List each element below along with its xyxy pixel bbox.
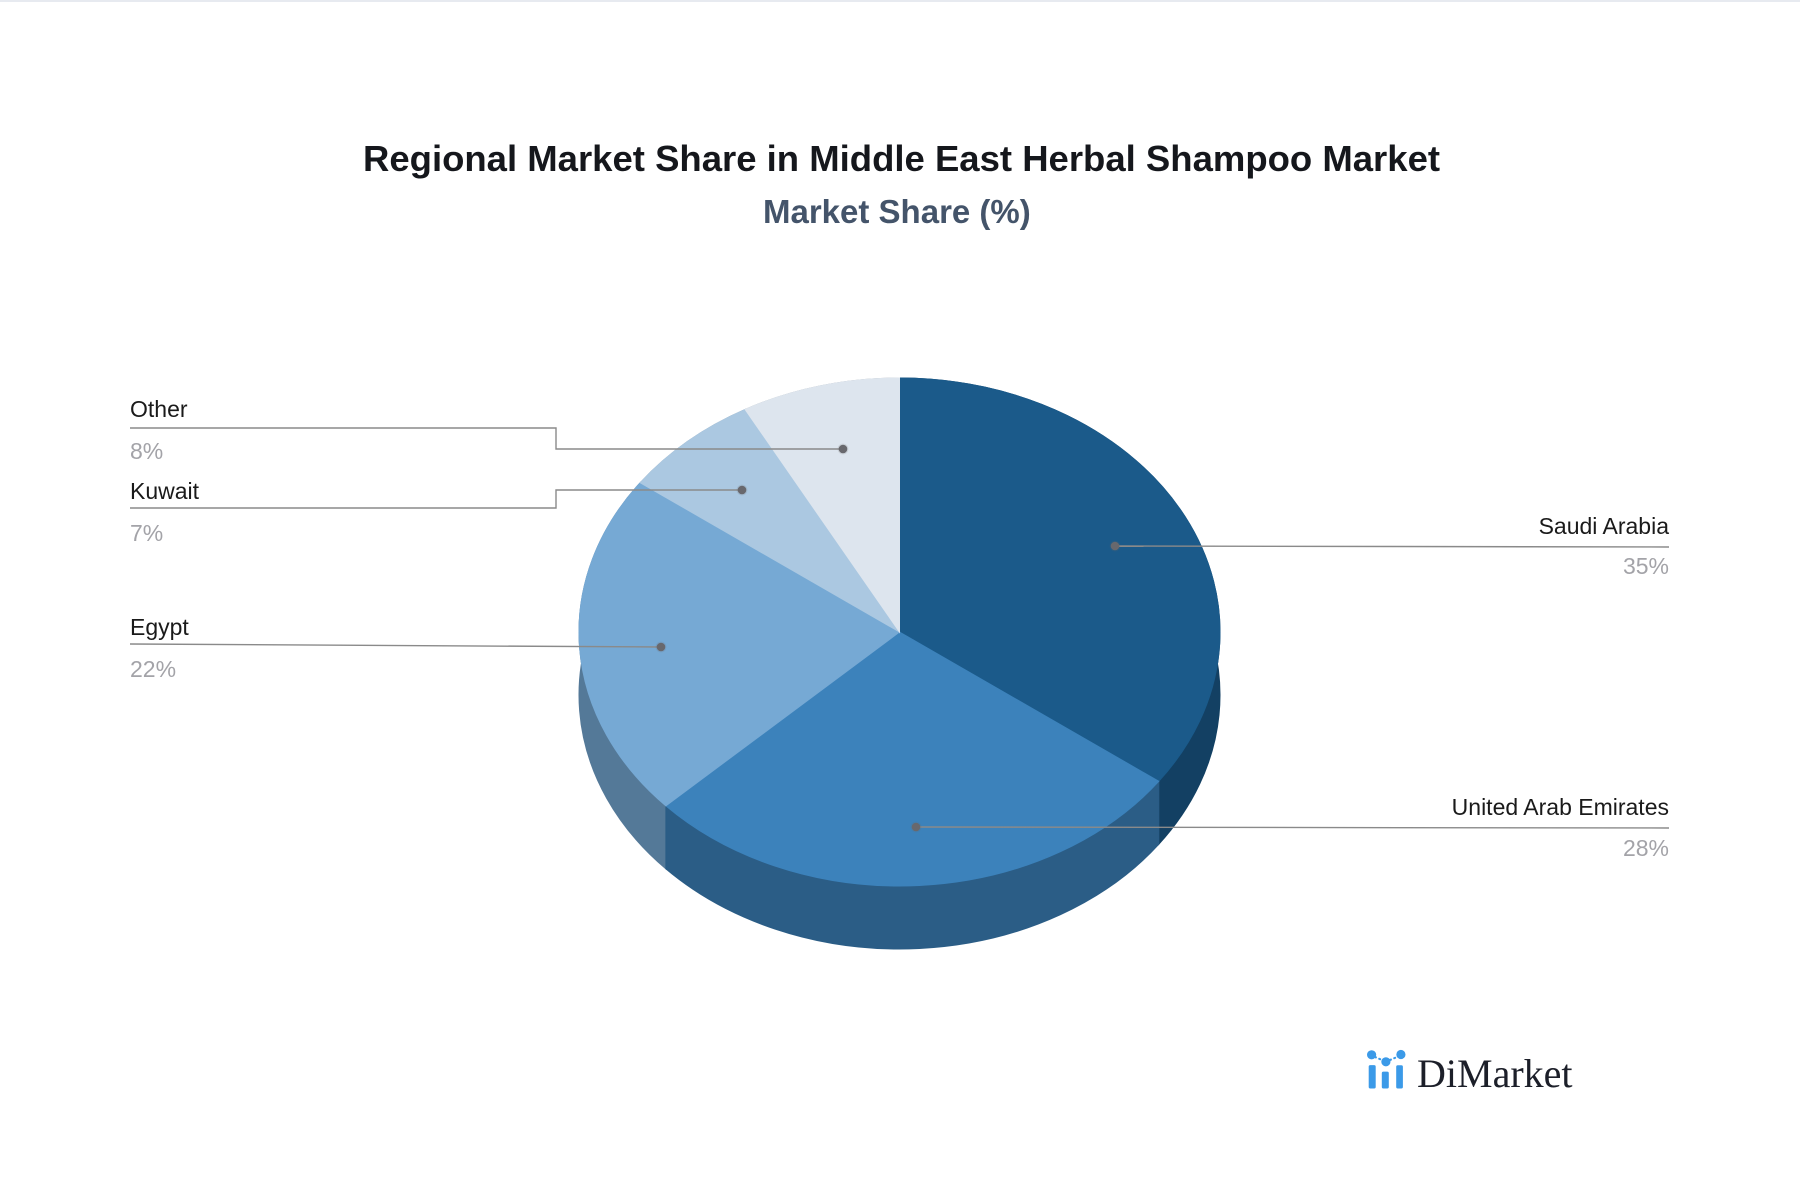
svg-text:DiMarket: DiMarket [1417,1051,1573,1096]
